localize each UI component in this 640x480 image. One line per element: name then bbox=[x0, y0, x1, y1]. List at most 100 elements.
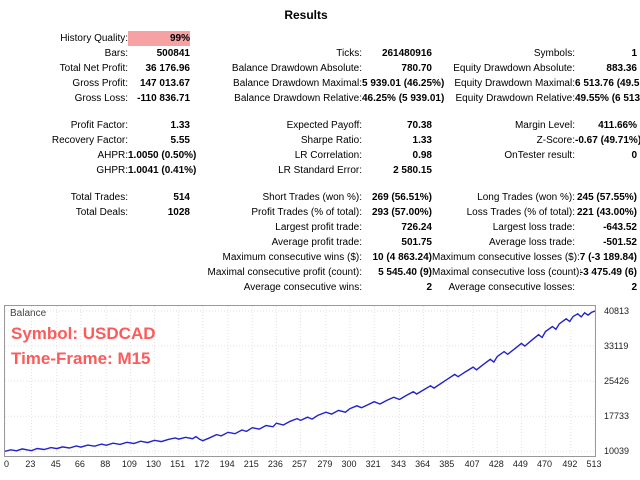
stat-label: Recovery Factor: bbox=[51, 135, 128, 146]
x-tick-label: 66 bbox=[74, 459, 85, 469]
stat-label: Average consecutive wins: bbox=[243, 282, 362, 293]
balance-chart: Balance Symbol: USDCAD Time-Frame: M15 4… bbox=[4, 305, 636, 471]
x-tick-label: 279 bbox=[317, 459, 333, 469]
y-tick-label: 33119 bbox=[604, 341, 629, 352]
stat-label: Total Deals: bbox=[75, 207, 128, 218]
stat-label: Short Trades (won %): bbox=[262, 192, 362, 203]
stat-label bbox=[3, 235, 128, 250]
overlay-timeframe-text: Time-Frame: M15 bbox=[11, 348, 151, 368]
stat-label: Profit Factor: bbox=[70, 120, 128, 131]
chart-plot-area: Balance Symbol: USDCAD Time-Frame: M15 bbox=[4, 305, 596, 457]
stat-value: 514 bbox=[173, 192, 190, 203]
stat-row: Total Net Profit: 36 176.96 Balance Drawdo… bbox=[3, 61, 637, 76]
x-tick-label: 449 bbox=[512, 459, 528, 469]
x-tick-label: 364 bbox=[415, 459, 431, 469]
x-tick-label: 194 bbox=[219, 459, 235, 469]
x-tick-label: 109 bbox=[121, 459, 137, 469]
stat-value: 500841 bbox=[156, 48, 190, 59]
stat-label: Gross Loss: bbox=[74, 93, 128, 104]
x-tick-label: 23 bbox=[25, 459, 36, 469]
stat-value bbox=[575, 31, 637, 46]
x-tick-label: 0 bbox=[4, 459, 10, 469]
stat-row: Gross Profit: 147 013.67 Balance Drawdown … bbox=[3, 76, 640, 91]
stat-label: Maximum consecutive wins ($): bbox=[222, 252, 362, 263]
stat-value: 5 939.01 (46.25%) bbox=[362, 78, 445, 89]
stat-label: Equity Drawdown Maximal: bbox=[454, 78, 575, 89]
spacer-row bbox=[3, 178, 637, 190]
stat-row: History Quality: 99% bbox=[3, 31, 637, 46]
stat-label: Total Net Profit: bbox=[59, 63, 128, 74]
x-tick-label: 513 bbox=[586, 459, 602, 469]
stat-row: Maximum consecutive wins ($): 10 (4 863.2… bbox=[3, 250, 637, 265]
stat-label: Gross Profit: bbox=[72, 78, 128, 89]
stat-value: 0.98 bbox=[412, 150, 432, 161]
x-tick-label: 428 bbox=[488, 459, 504, 469]
report-title: Results bbox=[284, 8, 328, 22]
stat-value: 501.75 bbox=[401, 237, 432, 248]
x-tick-label: 492 bbox=[562, 459, 578, 469]
stat-value: 99% bbox=[128, 31, 190, 46]
stat-label bbox=[432, 163, 575, 178]
stat-value: 5 545.40 (9) bbox=[378, 267, 432, 278]
stat-row: AHPR: 1.0050 (0.50%) LR Correlation: 0.98 On… bbox=[3, 148, 637, 163]
stat-label: Largest loss trade: bbox=[492, 222, 575, 233]
x-tick-label: 88 bbox=[100, 459, 111, 469]
stat-label bbox=[3, 265, 128, 280]
stat-row: GHPR: 1.0041 (0.41%) LR Standard Error: 2 5… bbox=[3, 163, 637, 178]
stat-label: History Quality: bbox=[60, 33, 128, 44]
spacer-row bbox=[3, 106, 637, 118]
stat-label: Z-Score: bbox=[536, 135, 575, 146]
stat-value: -643.52 bbox=[603, 222, 637, 233]
stat-label: Margin Level: bbox=[514, 120, 575, 131]
stat-value: 293 (57.00%) bbox=[371, 207, 432, 218]
x-tick-label: 385 bbox=[439, 459, 455, 469]
stat-value bbox=[575, 163, 637, 178]
stat-value: 70.38 bbox=[406, 120, 432, 131]
stat-label: OnTester result: bbox=[504, 150, 575, 161]
stat-label: Balance Drawdown Absolute: bbox=[231, 63, 362, 74]
stat-label: Average loss trade: bbox=[489, 237, 575, 248]
chart-overlay: Symbol: USDCAD Time-Frame: M15 bbox=[11, 322, 156, 371]
y-tick-label: 10039 bbox=[604, 446, 630, 457]
x-tick-label: 215 bbox=[243, 459, 259, 469]
stat-value: 1 bbox=[631, 48, 637, 59]
stat-value bbox=[128, 250, 190, 265]
stat-label: LR Correlation: bbox=[294, 150, 362, 161]
stat-label: Symbols: bbox=[533, 48, 575, 59]
stat-label: Expected Payoff: bbox=[286, 120, 362, 131]
stat-value: 1.33 bbox=[170, 120, 190, 131]
stat-value: 1.0050 (0.50%) bbox=[128, 150, 197, 161]
stat-value: 10 (4 863.24) bbox=[372, 252, 433, 263]
stat-value: 1.0041 (0.41%) bbox=[128, 165, 197, 176]
x-tick-label: 470 bbox=[537, 459, 553, 469]
y-tick-label: 25426 bbox=[604, 376, 630, 387]
stat-value bbox=[362, 31, 432, 46]
stat-value: 245 (57.55%) bbox=[576, 192, 637, 203]
stat-value: 49.55% (6 513.76) bbox=[575, 93, 640, 104]
stat-label: Largest profit trade: bbox=[275, 222, 362, 233]
stat-value: 1028 bbox=[167, 207, 190, 218]
chart-title: Balance bbox=[10, 308, 47, 319]
stat-value: 2 bbox=[426, 282, 432, 293]
stat-row: Average consecutive wins: 2 Average consec… bbox=[3, 280, 637, 295]
x-tick-label: 172 bbox=[194, 459, 210, 469]
stat-label: Loss Trades (% of total): bbox=[466, 207, 575, 218]
stat-label: Profit Trades (% of total): bbox=[251, 207, 362, 218]
balance-chart-svg bbox=[5, 306, 595, 456]
stat-value bbox=[128, 220, 190, 235]
stat-value: 726.24 bbox=[401, 222, 432, 233]
stat-value: 46.25% (5 939.01) bbox=[362, 93, 445, 104]
stat-label: Average profit trade: bbox=[271, 237, 362, 248]
y-axis-labels: 40813 33119 25426 17733 10039 bbox=[601, 305, 637, 457]
stat-value: 261480916 bbox=[381, 48, 432, 59]
stat-label: Balance Drawdown Relative: bbox=[234, 93, 362, 104]
stat-label: Balance Drawdown Maximal: bbox=[233, 78, 362, 89]
x-tick-label: 300 bbox=[341, 459, 357, 469]
stat-value: 36 176.96 bbox=[145, 63, 191, 74]
stat-label: Average consecutive losses: bbox=[448, 282, 575, 293]
stats-table: History Quality: 99% Bars: 500841 Ticks: 2614… bbox=[3, 31, 640, 295]
stat-value: 780.70 bbox=[401, 63, 432, 74]
stat-row: Recovery Factor: 5.55 Sharpe Ratio: 1.33 Z-S… bbox=[3, 133, 640, 148]
stat-value: -110 836.71 bbox=[137, 93, 190, 104]
